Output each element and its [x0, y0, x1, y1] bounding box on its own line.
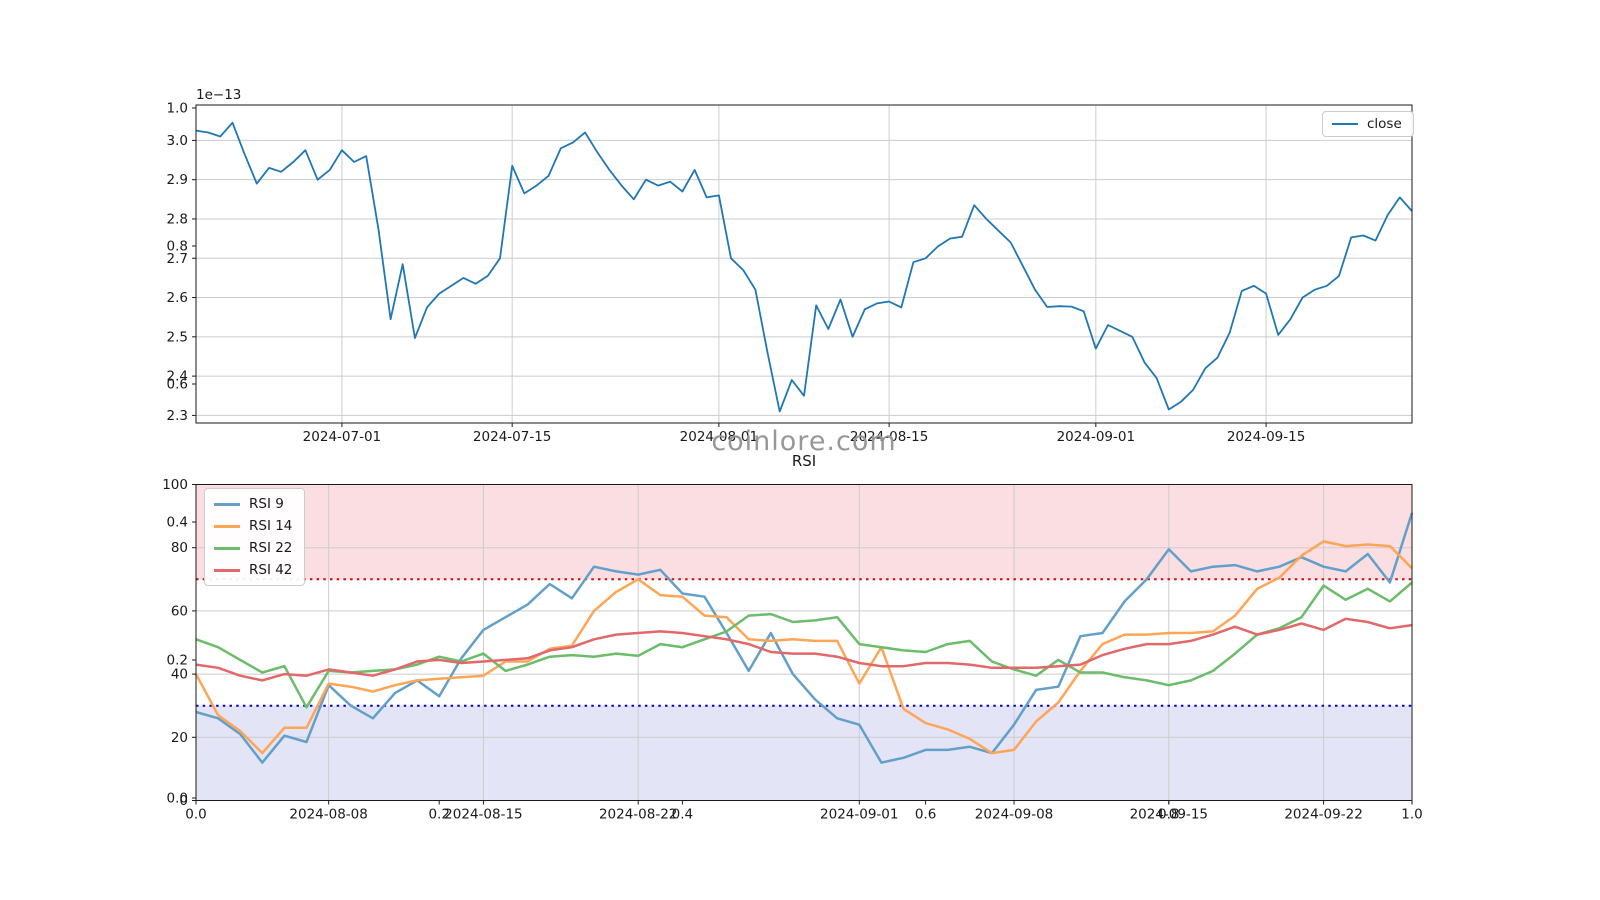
- svg-text:0.2: 0.2: [428, 807, 449, 823]
- price-offset-label: 1e−13: [196, 87, 241, 103]
- rsi-legend-item-14: RSI 14: [214, 518, 292, 534]
- svg-text:0.8: 0.8: [167, 239, 188, 255]
- rsi9-legend-label: RSI 9: [249, 496, 284, 512]
- svg-text:2.3: 2.3: [167, 408, 188, 424]
- svg-text:0: 0: [179, 793, 188, 809]
- svg-text:2024-08-22: 2024-08-22: [599, 807, 677, 823]
- svg-text:2024-08-15: 2024-08-15: [850, 429, 928, 445]
- svg-text:2024-07-01: 2024-07-01: [303, 429, 381, 445]
- svg-text:2.6: 2.6: [167, 290, 188, 306]
- rsi9-legend-swatch: [214, 502, 240, 506]
- svg-text:2.5: 2.5: [167, 329, 188, 345]
- rsi-ytick-labels: 0 20 40 60 80 100: [162, 477, 196, 809]
- svg-text:0.2: 0.2: [167, 653, 188, 669]
- rsi-spines: [195, 484, 1413, 801]
- rsi-line-rsi-42: [195, 617, 1413, 682]
- svg-text:2024-08-08: 2024-08-08: [289, 807, 367, 823]
- overlay-ytick-labels: 1.0 0.8 0.6 0.4 0.2 0.0: [167, 101, 196, 807]
- svg-text:20: 20: [171, 730, 188, 746]
- svg-text:100: 100: [162, 477, 188, 493]
- svg-text:2.7: 2.7: [167, 251, 188, 267]
- svg-text:1.0: 1.0: [1401, 807, 1422, 823]
- svg-text:0.0: 0.0: [167, 791, 188, 807]
- svg-text:2.9: 2.9: [167, 172, 188, 188]
- svg-text:80: 80: [171, 540, 188, 556]
- rsi42-legend-label: RSI 42: [249, 562, 293, 578]
- close-legend-label: close: [1367, 116, 1402, 132]
- close-legend-swatch: [1332, 123, 1358, 125]
- svg-text:2024-07-15: 2024-07-15: [473, 429, 551, 445]
- rsi42-legend-swatch: [214, 568, 240, 572]
- rsi-legend: RSI 9 RSI 14 RSI 22 RSI 42: [204, 488, 306, 586]
- price-gridlines: [196, 105, 1412, 423]
- svg-text:1e−13: 1e−13: [196, 87, 241, 103]
- svg-text:0.0: 0.0: [185, 807, 206, 823]
- overlay-xtick-labels: 0.0 0.2 0.4 0.6 0.8 1.0: [185, 800, 1423, 823]
- rsi-threshold-lines: [196, 578, 1412, 707]
- svg-text:2.4: 2.4: [167, 369, 188, 385]
- rsi-bands: [196, 484, 1412, 801]
- svg-text:2024-09-01: 2024-09-01: [1057, 429, 1135, 445]
- rsi-line-rsi-9: [195, 512, 1414, 764]
- svg-text:40: 40: [171, 667, 188, 683]
- svg-text:60: 60: [171, 603, 188, 619]
- rsi14-legend-swatch: [214, 524, 240, 528]
- price-close-line: [195, 121, 1413, 413]
- svg-text:2.8: 2.8: [167, 211, 188, 227]
- svg-text:3.0: 3.0: [167, 133, 188, 149]
- svg-text:1.0: 1.0: [167, 101, 188, 117]
- rsi-gridlines: [196, 484, 1412, 801]
- rsi22-legend-label: RSI 22: [249, 540, 293, 556]
- rsi-legend-item-9: RSI 9: [214, 496, 292, 512]
- watermark: coinlore.com: [711, 426, 897, 457]
- rsi-legend-item-42: RSI 42: [214, 562, 292, 578]
- rsi22-legend-swatch: [214, 546, 240, 550]
- rsi-xtick-labels: 2024-08-08 2024-08-15 2024-08-22 2024-09-01…: [289, 800, 1363, 823]
- svg-text:0.6: 0.6: [915, 807, 936, 823]
- rsi-line-rsi-14: [194, 540, 1413, 755]
- price-xtick-labels: 2024-07-01 2024-07-15 2024-08-01 2024-08-15…: [303, 423, 1305, 445]
- svg-text:2024-09-15: 2024-09-15: [1130, 807, 1208, 823]
- rsi14-legend-label: RSI 14: [249, 518, 293, 534]
- svg-text:2024-09-01: 2024-09-01: [820, 807, 898, 823]
- svg-text:0.4: 0.4: [672, 807, 693, 823]
- svg-text:2024-09-22: 2024-09-22: [1284, 807, 1362, 823]
- price-ytick-labels: 2.3 2.4 2.5 2.6 2.7 2.8 2.9 3.0: [167, 133, 196, 424]
- svg-text:2024-09-15: 2024-09-15: [1227, 429, 1305, 445]
- svg-text:2024-08-01: 2024-08-01: [680, 429, 758, 445]
- svg-text:0.4: 0.4: [167, 515, 188, 531]
- rsi-title: RSI: [791, 452, 817, 470]
- rsi-legend-item-22: RSI 22: [214, 540, 292, 556]
- svg-text:0.8: 0.8: [1158, 807, 1179, 823]
- svg-text:2024-09-08: 2024-09-08: [975, 807, 1053, 823]
- close-legend: close: [1322, 111, 1414, 137]
- svg-text:2024-08-15: 2024-08-15: [444, 807, 522, 823]
- svg-text:0.6: 0.6: [167, 377, 188, 393]
- price-spines: [195, 104, 1413, 424]
